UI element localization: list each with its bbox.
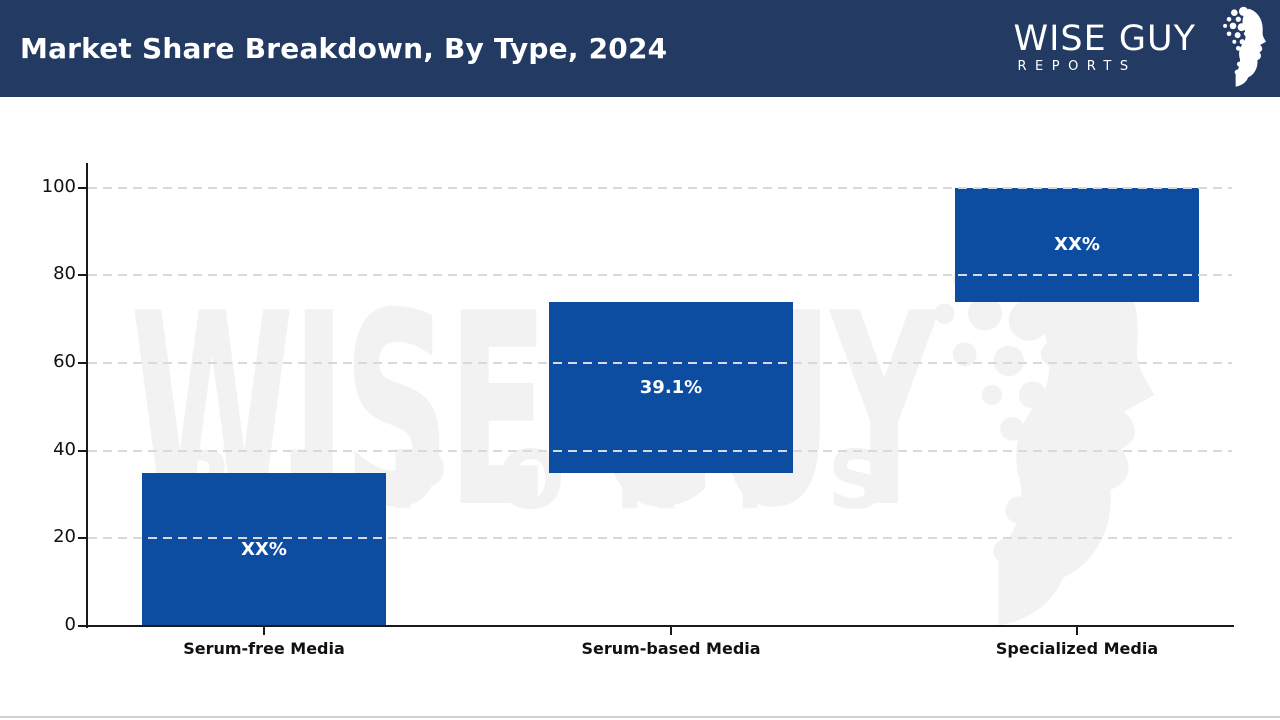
gridline-y-20: [88, 537, 1232, 540]
bar-value-label: XX%: [1054, 234, 1100, 256]
bar-serum-based-media: 39.1%: [549, 302, 793, 474]
y-tick-mark: [78, 449, 86, 452]
y-tick-mark: [78, 186, 86, 189]
x-category-label: Specialized Media: [995, 639, 1159, 658]
y-tick-mark: [78, 625, 86, 627]
y-axis-spine: [86, 163, 88, 628]
x-tick-mark: [1076, 627, 1078, 635]
header-bar: Market Share Breakdown, By Type, 2024 WI…: [0, 0, 1280, 97]
gridline-y-60: [88, 362, 1232, 365]
brand-logo-text: WISE GUY REPORTS: [1013, 20, 1196, 74]
x-category-label: Serum-based Media: [581, 639, 761, 658]
bar-specialized-media: XX%: [955, 187, 1199, 303]
brand-logo: WISE GUY REPORTS: [1013, 6, 1266, 88]
y-tick-label: 0: [64, 614, 76, 635]
y-tick-label: 100: [41, 175, 76, 197]
logo-wordmark: WISE GUY: [1013, 19, 1196, 60]
y-tick-label: 20: [53, 526, 76, 548]
x-axis-spine: [86, 625, 1234, 627]
bar-value-label: XX%: [241, 539, 287, 561]
x-category-label: Serum-free Media: [183, 639, 345, 658]
y-tick-mark: [78, 274, 86, 277]
dotted-head-icon: [1200, 6, 1266, 88]
bar-serum-free-media: XX%: [142, 473, 386, 626]
gridline-y-40: [88, 449, 1232, 452]
gridline-y-80: [88, 274, 1232, 277]
x-tick-mark: [670, 627, 672, 635]
bottom-divider: [0, 716, 1280, 718]
y-tick-label: 60: [53, 351, 76, 373]
logo-subtext: REPORTS: [1017, 58, 1137, 74]
y-tick-mark: [78, 362, 86, 365]
y-tick-label: 40: [53, 438, 76, 460]
x-tick-mark: [263, 627, 265, 635]
gridline-y-100: [88, 186, 1232, 189]
y-tick-label: 80: [53, 263, 76, 285]
page-title: Market Share Breakdown, By Type, 2024: [20, 32, 668, 65]
bar-value-label: 39.1%: [639, 377, 703, 399]
y-tick-mark: [78, 537, 86, 540]
